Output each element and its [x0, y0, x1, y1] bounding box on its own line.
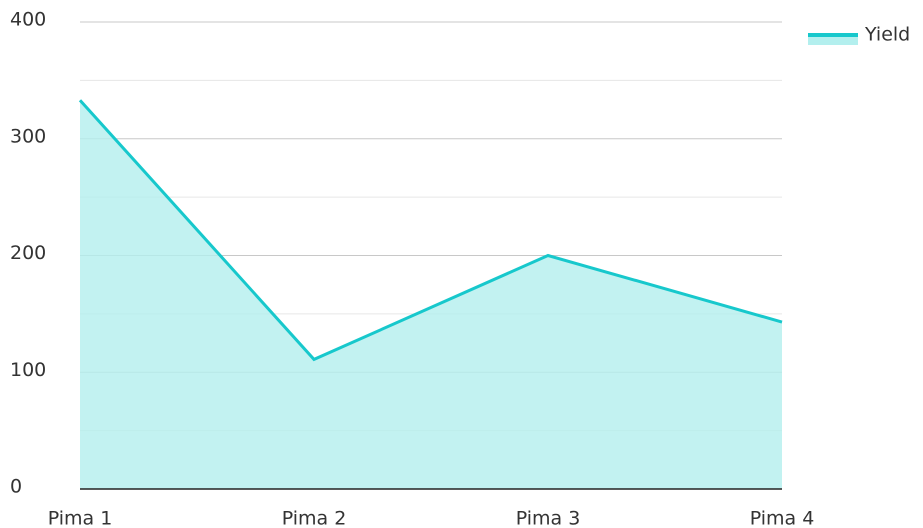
x-tick-label: Pima 1	[48, 508, 113, 528]
area	[80, 100, 782, 489]
x-tick-label: Pima 2	[282, 508, 347, 528]
legend-swatch-area	[808, 35, 858, 45]
y-tick-label: 300	[10, 125, 46, 147]
y-tick-label: 0	[10, 476, 22, 498]
x-tick-label: Pima 3	[516, 508, 581, 528]
line	[78, 99, 783, 362]
x-tick-label: Pima 4	[750, 508, 815, 528]
y-tick-label: 100	[10, 359, 46, 381]
y-tick-label: 200	[10, 242, 46, 264]
legend-label: Yield	[864, 24, 910, 46]
y-tick-label: 400	[10, 9, 46, 31]
